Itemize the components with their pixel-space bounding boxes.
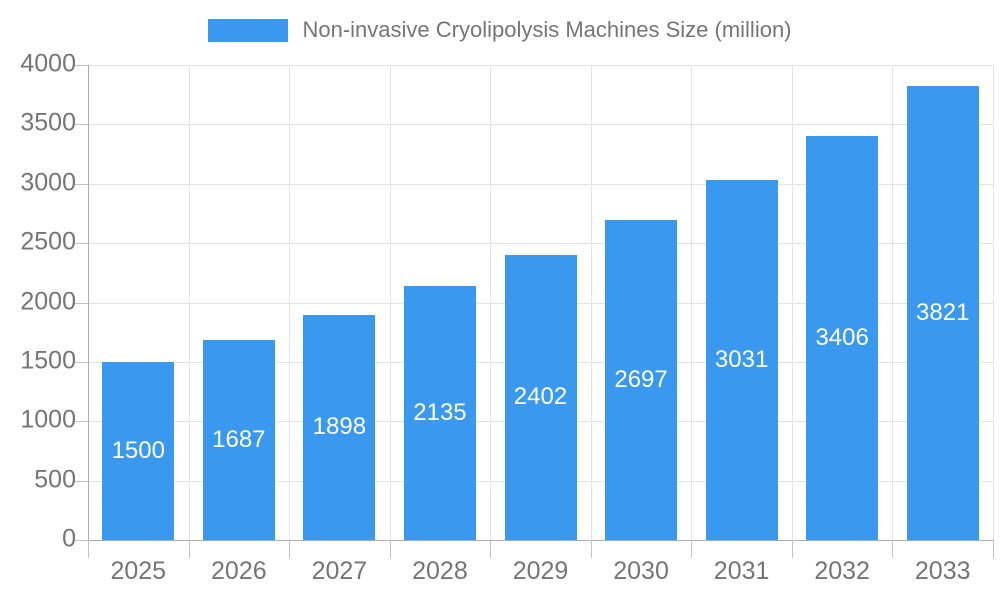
y-axis-tick-label: 0 — [62, 524, 76, 553]
x-axis-tick — [88, 540, 89, 558]
x-axis-tick — [892, 540, 894, 558]
x-axis-tick-label: 2033 — [914, 557, 971, 585]
y-axis-tick — [75, 65, 88, 66]
legend-label: Non-invasive Cryolipolysis Machines Size… — [302, 17, 792, 42]
y-axis-tick-label: 4000 — [20, 49, 76, 78]
x-axis-tick-label: 2028 — [412, 557, 468, 585]
x-axis-tick-label: 2027 — [311, 557, 368, 585]
bar-2029[interactable] — [504, 254, 577, 540]
vertical-gridline — [590, 65, 592, 540]
bar-value-label: 3406 — [815, 323, 869, 351]
x-axis-tick — [791, 540, 793, 558]
bar-value-label: 2697 — [614, 365, 668, 393]
vertical-gridline — [490, 65, 492, 540]
bar-value-label: 3821 — [916, 299, 970, 327]
x-axis-tick — [389, 540, 391, 558]
y-axis-tick-label: 500 — [34, 464, 76, 493]
bar-value-label: 1687 — [212, 425, 266, 453]
bar-value-label: 1500 — [111, 436, 165, 464]
bar-2025[interactable] — [102, 361, 175, 540]
bar-2032[interactable] — [806, 135, 879, 540]
x-axis-tick — [490, 540, 492, 558]
x-axis-tick-label: 2032 — [814, 557, 870, 585]
y-axis-tick-label: 2500 — [20, 227, 76, 256]
horizontal-gridline — [88, 65, 993, 66]
vertical-gridline — [791, 65, 793, 540]
y-axis-tick — [75, 480, 88, 482]
x-axis-tick — [289, 540, 291, 558]
bar-value-label: 1898 — [312, 413, 367, 441]
x-axis-tick-label: 2031 — [713, 557, 770, 585]
y-axis-tick — [75, 124, 88, 126]
x-axis-tick-label: 2026 — [211, 557, 267, 585]
bar-value-label: 3031 — [714, 346, 769, 374]
horizontal-gridline — [88, 243, 993, 245]
vertical-gridline — [289, 65, 291, 540]
y-axis-tick — [75, 183, 88, 185]
vertical-gridline — [993, 65, 994, 540]
y-axis-tick-label: 3000 — [20, 168, 76, 197]
bar-2030[interactable] — [605, 219, 678, 540]
bar-value-label: 2402 — [513, 383, 568, 411]
y-axis-tick — [75, 540, 88, 541]
legend-swatch — [208, 18, 289, 42]
horizontal-gridline — [88, 124, 993, 126]
vertical-gridline — [691, 65, 693, 540]
x-axis-tick-label: 2030 — [613, 557, 669, 585]
x-axis-tick-label: 2025 — [110, 557, 167, 585]
y-axis-tick-label: 1000 — [20, 405, 76, 434]
y-axis-tick-label: 1500 — [20, 346, 76, 375]
bar-2033[interactable] — [906, 86, 979, 540]
y-axis-tick — [75, 361, 88, 363]
bar-2028[interactable] — [403, 286, 476, 540]
vertical-gridline — [389, 65, 391, 540]
x-axis-tick — [590, 540, 592, 558]
x-axis-line — [88, 540, 993, 541]
bar-2031[interactable] — [705, 180, 778, 540]
y-axis-tick — [75, 243, 88, 245]
y-axis-tick — [75, 421, 88, 423]
vertical-gridline — [892, 65, 894, 540]
horizontal-gridline — [88, 183, 993, 185]
y-axis-tick — [75, 302, 88, 304]
x-axis-tick-label: 2029 — [512, 557, 569, 585]
x-axis-tick — [993, 540, 994, 558]
vertical-gridline — [188, 65, 190, 540]
y-axis-tick-label: 3500 — [20, 108, 76, 137]
chart-legend[interactable]: Non-invasive Cryolipolysis Machines Size… — [0, 17, 1000, 43]
x-axis-tick — [188, 540, 190, 558]
bar-2027[interactable] — [303, 314, 376, 540]
y-axis-tick-label: 2000 — [20, 286, 76, 315]
bar-2026[interactable] — [202, 339, 275, 540]
x-axis-tick — [691, 540, 693, 558]
y-axis-line — [88, 65, 89, 540]
bar-value-label: 2135 — [413, 399, 467, 427]
